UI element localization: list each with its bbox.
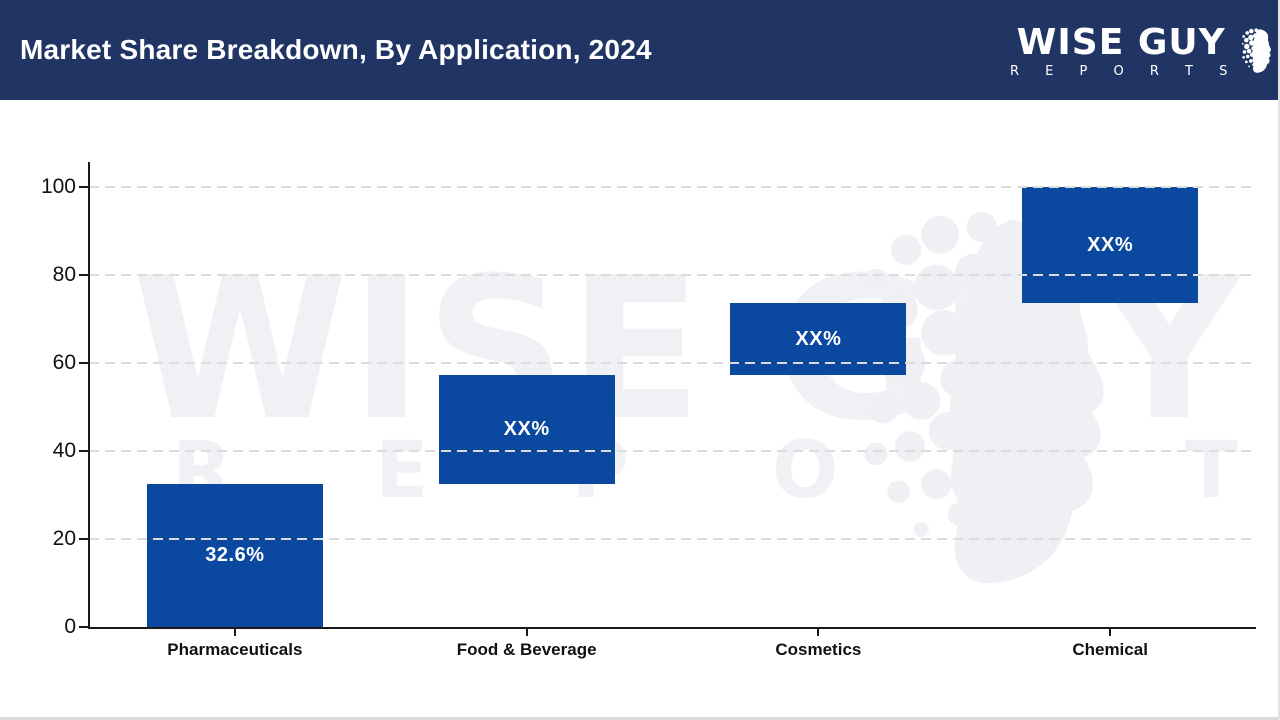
bar-value-label: XX% <box>795 327 842 350</box>
y-axis-tick-label: 100 <box>40 175 76 198</box>
y-axis-tick-label: 60 <box>52 351 76 374</box>
x-axis-tick <box>817 629 820 636</box>
y-axis-line <box>88 162 90 629</box>
bar-value-label: XX% <box>1087 233 1134 256</box>
y-axis-tick <box>79 450 88 452</box>
chart-title: Market Share Breakdown, By Application, … <box>20 34 652 65</box>
bar-value-label: 32.6% <box>205 543 265 566</box>
y-gridline <box>89 538 1256 540</box>
bottom-border-line <box>0 717 1278 720</box>
y-axis-tick-label: 40 <box>52 439 76 462</box>
x-axis-category-label: Cosmetics <box>775 640 862 659</box>
y-gridline <box>89 186 1256 188</box>
bar-pharmaceuticals: 32.6% <box>146 483 323 627</box>
logo-line2: R E P O R T S <box>1010 63 1239 79</box>
bar-chemical: XX% <box>1022 187 1199 304</box>
bar-cosmetics: XX% <box>730 303 907 376</box>
x-axis-category-label: Chemical <box>1072 640 1148 659</box>
x-axis-tick <box>525 629 528 636</box>
face-dots-icon <box>1242 28 1272 73</box>
wise-guy-logo: WISE GUY R E P O R T S <box>1004 10 1272 92</box>
y-axis-tick <box>79 362 88 364</box>
header-bar: Market Share Breakdown, By Application, … <box>0 0 1278 100</box>
x-axis-category-label: Pharmaceuticals <box>167 640 303 659</box>
y-axis-tick <box>79 626 88 628</box>
bar-food-beverage: XX% <box>438 375 615 484</box>
y-gridline <box>89 274 1256 276</box>
logo-line1: WISE GUY <box>1016 21 1226 63</box>
x-axis-line <box>88 627 1256 629</box>
y-axis-tick <box>79 538 88 540</box>
x-axis-tick <box>233 629 236 636</box>
y-gridline <box>89 450 1256 452</box>
y-axis-tick <box>79 186 88 188</box>
x-axis-category-label: Food & Beverage <box>456 640 597 659</box>
y-axis-tick-label: 20 <box>52 527 76 550</box>
bar-value-label: XX% <box>503 417 550 440</box>
logo-text: WISE GUY R E P O R T S <box>1004 21 1239 79</box>
y-axis-tick <box>79 274 88 276</box>
y-axis-tick-label: 0 <box>64 615 76 638</box>
y-gridline <box>89 362 1256 364</box>
x-axis-tick <box>1109 629 1112 636</box>
y-axis-tick-label: 80 <box>52 263 76 286</box>
